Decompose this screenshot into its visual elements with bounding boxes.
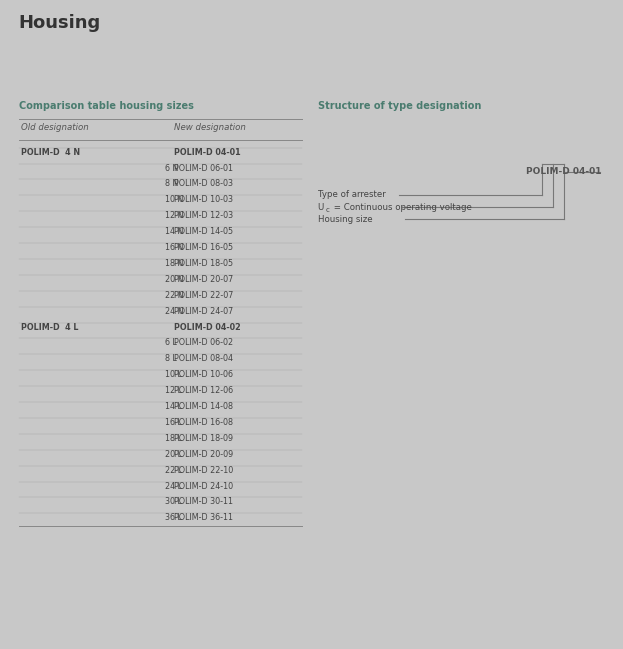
Text: POLIM-D 24-10: POLIM-D 24-10 bbox=[174, 482, 234, 491]
Text: POLIM-D 22-07: POLIM-D 22-07 bbox=[174, 291, 234, 300]
Text: 10 L: 10 L bbox=[165, 370, 182, 379]
Text: 20 L: 20 L bbox=[165, 450, 182, 459]
Text: Old designation: Old designation bbox=[21, 123, 89, 132]
Text: 22 L: 22 L bbox=[165, 465, 182, 474]
Text: = Continuous operating voltage: = Continuous operating voltage bbox=[331, 202, 472, 212]
Text: POLIM-D 16-05: POLIM-D 16-05 bbox=[174, 243, 234, 252]
Text: POLIM-D 08-04: POLIM-D 08-04 bbox=[174, 354, 234, 363]
Text: 6 L: 6 L bbox=[165, 338, 177, 347]
Text: 12 L: 12 L bbox=[165, 386, 182, 395]
Text: POLIM-D 06-01: POLIM-D 06-01 bbox=[174, 164, 234, 173]
Text: 24 L: 24 L bbox=[165, 482, 182, 491]
Text: POLIM-D 20-09: POLIM-D 20-09 bbox=[174, 450, 234, 459]
Text: POLIM-D 04-01: POLIM-D 04-01 bbox=[174, 147, 241, 156]
Text: POLIM-D 36-11: POLIM-D 36-11 bbox=[174, 513, 234, 522]
Text: 30 L: 30 L bbox=[165, 497, 182, 506]
Text: 8 N: 8 N bbox=[165, 179, 178, 188]
Text: POLIM-D 14-08: POLIM-D 14-08 bbox=[174, 402, 234, 411]
Text: POLIM-D 18-05: POLIM-D 18-05 bbox=[174, 259, 234, 268]
Text: POLIM-D 18-09: POLIM-D 18-09 bbox=[174, 434, 234, 443]
Text: POLIM-D 24-07: POLIM-D 24-07 bbox=[174, 306, 234, 315]
Text: POLIM-D 08-03: POLIM-D 08-03 bbox=[174, 179, 234, 188]
Text: Housing size: Housing size bbox=[318, 215, 373, 224]
Text: 16 N: 16 N bbox=[165, 243, 183, 252]
Text: POLIM-D  4 N: POLIM-D 4 N bbox=[21, 147, 80, 156]
Text: POLIM-D 16-08: POLIM-D 16-08 bbox=[174, 418, 234, 427]
Text: POLIM-D 10-06: POLIM-D 10-06 bbox=[174, 370, 234, 379]
Text: 10 N: 10 N bbox=[165, 195, 183, 204]
Text: Structure of type designation: Structure of type designation bbox=[318, 101, 481, 110]
Text: POLIM-D 10-03: POLIM-D 10-03 bbox=[174, 195, 234, 204]
Text: 12 N: 12 N bbox=[165, 211, 184, 220]
Text: 24 N: 24 N bbox=[165, 306, 184, 315]
Text: 36 L: 36 L bbox=[165, 513, 182, 522]
Text: POLIM-D 12-03: POLIM-D 12-03 bbox=[174, 211, 234, 220]
Text: 20 N: 20 N bbox=[165, 275, 184, 284]
Text: U: U bbox=[318, 202, 324, 212]
Text: c: c bbox=[326, 206, 330, 213]
Text: 8 L: 8 L bbox=[165, 354, 177, 363]
Text: Comparison table housing sizes: Comparison table housing sizes bbox=[19, 101, 194, 110]
Text: Housing: Housing bbox=[19, 14, 101, 32]
Text: POLIM-D 12-06: POLIM-D 12-06 bbox=[174, 386, 234, 395]
Text: 14 N: 14 N bbox=[165, 227, 183, 236]
Text: 14 L: 14 L bbox=[165, 402, 182, 411]
Text: POLIM-D 14-05: POLIM-D 14-05 bbox=[174, 227, 234, 236]
Text: POLIM-D 20-07: POLIM-D 20-07 bbox=[174, 275, 234, 284]
Text: POLIM-D 04-01: POLIM-D 04-01 bbox=[526, 167, 601, 177]
Text: POLIM-D 30-11: POLIM-D 30-11 bbox=[174, 497, 234, 506]
Text: 18 N: 18 N bbox=[165, 259, 183, 268]
Text: New designation: New designation bbox=[174, 123, 246, 132]
Text: POLIM-D 22-10: POLIM-D 22-10 bbox=[174, 465, 234, 474]
Text: 18 L: 18 L bbox=[165, 434, 182, 443]
Text: 16 L: 16 L bbox=[165, 418, 182, 427]
Text: POLIM-D 04-02: POLIM-D 04-02 bbox=[174, 323, 241, 332]
Text: POLIM-D 06-02: POLIM-D 06-02 bbox=[174, 338, 234, 347]
Text: 22 N: 22 N bbox=[165, 291, 184, 300]
Text: Type of arrester: Type of arrester bbox=[318, 190, 386, 199]
Text: POLIM-D  4 L: POLIM-D 4 L bbox=[21, 323, 78, 332]
Text: 6 N: 6 N bbox=[165, 164, 178, 173]
